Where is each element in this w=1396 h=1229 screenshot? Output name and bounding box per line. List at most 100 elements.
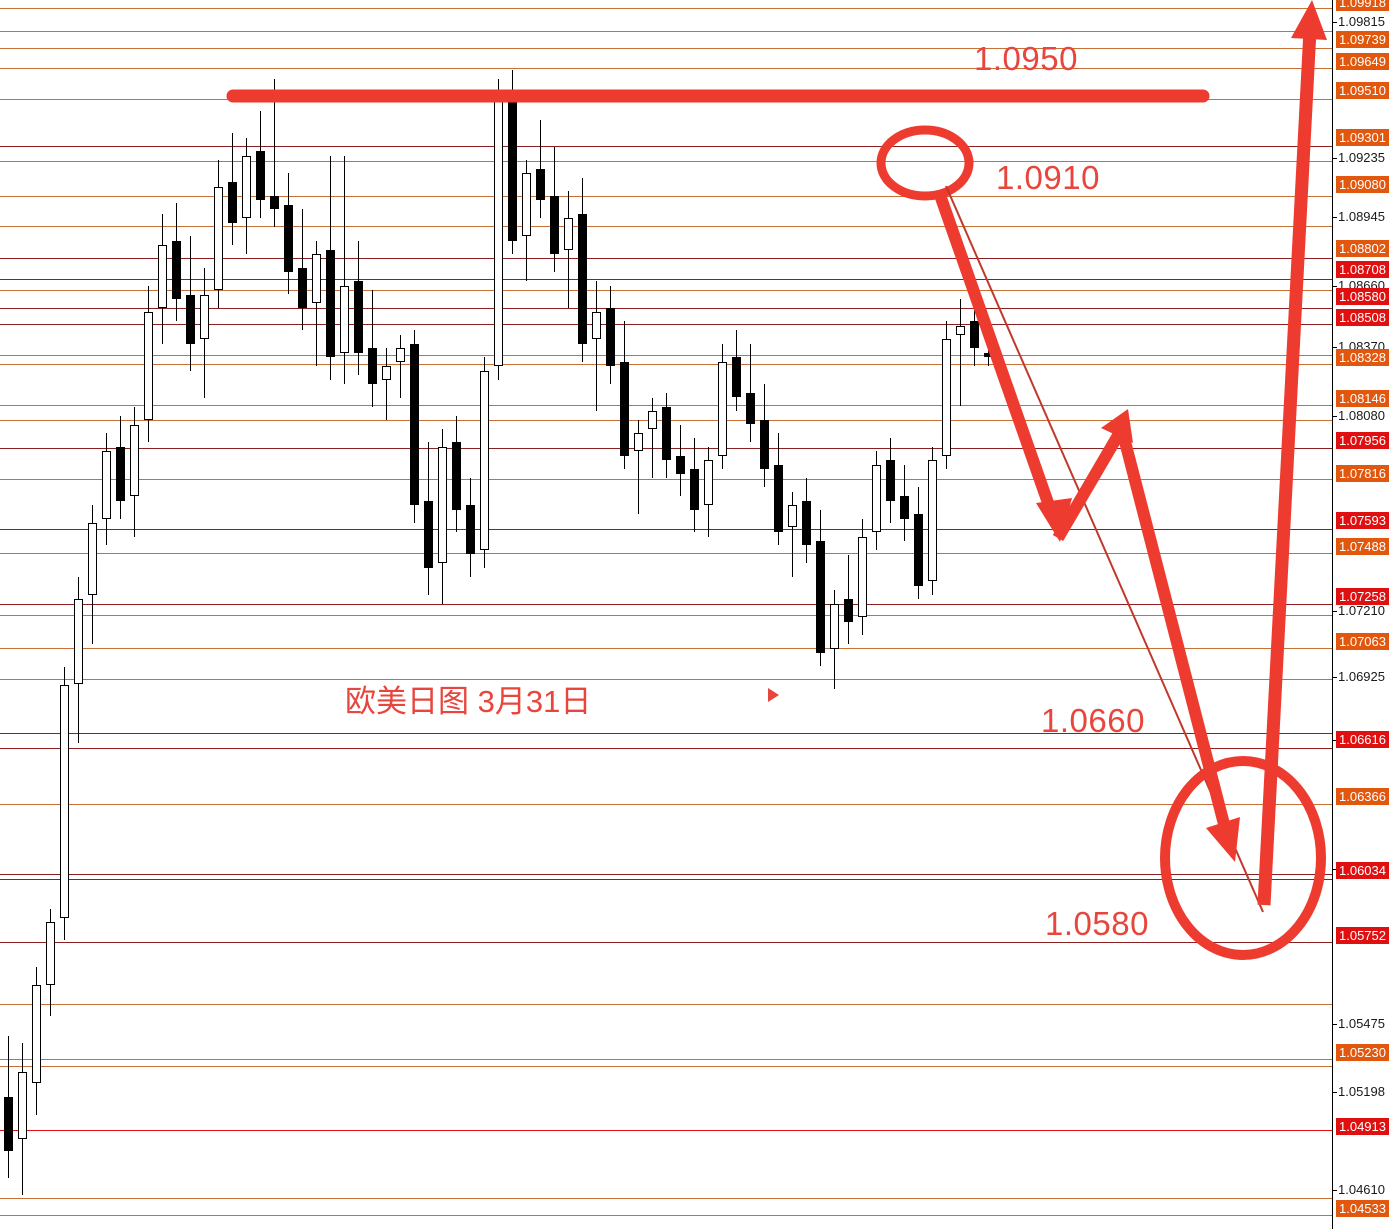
axis-tick-mark <box>1332 611 1337 612</box>
candle-body-up <box>829 603 839 649</box>
candle <box>549 0 559 1229</box>
gridline-1.06925 <box>0 678 1332 680</box>
gridline-1.08328 <box>0 364 1332 366</box>
candle <box>577 0 587 1229</box>
candle-body-up <box>381 366 391 380</box>
price-level-tag[interactable]: 1.07063 <box>1336 633 1389 650</box>
candle <box>17 0 27 1229</box>
candle <box>185 0 195 1229</box>
price-level-tag[interactable]: 1.08708 <box>1336 261 1389 278</box>
candle-body-up <box>857 536 867 618</box>
candle <box>703 0 713 1229</box>
candle <box>31 0 41 1229</box>
price-level-tag[interactable]: 1.09510 <box>1336 82 1389 99</box>
candle-wick <box>959 298 961 407</box>
gridline-1.0523 <box>0 1058 1332 1060</box>
candle <box>101 0 111 1229</box>
candle <box>143 0 153 1229</box>
candle-body-down <box>367 348 377 385</box>
price-level-tag[interactable]: 1.08580 <box>1336 288 1389 305</box>
candle <box>297 0 307 1229</box>
drawn-annotations-layer <box>226 0 1327 960</box>
axis-tick-mark <box>1332 286 1337 287</box>
target-circle-1-0910 <box>876 125 974 201</box>
candle <box>269 0 279 1229</box>
candle-body-down <box>353 281 363 353</box>
candle-wick <box>343 155 345 385</box>
candle-body-down <box>535 168 545 201</box>
candle-body-up <box>787 505 797 528</box>
price-level-tag[interactable]: 1.04913 <box>1336 1118 1389 1135</box>
candle-body-down <box>451 442 461 510</box>
candle-body-up <box>73 599 83 685</box>
price-level-tag[interactable]: 1.09918 <box>1336 0 1389 11</box>
candle-wick <box>595 281 597 411</box>
candle <box>199 0 209 1229</box>
candle-body-up <box>129 424 139 497</box>
candle-body-down <box>269 195 279 210</box>
candle-body-up <box>871 464 881 532</box>
gridline-1.0461 <box>0 1197 1332 1199</box>
axis-tick-mark <box>1332 347 1337 348</box>
price-level-tag[interactable]: 1.09649 <box>1336 53 1389 70</box>
candle-body-up <box>717 361 727 456</box>
price-level-tag[interactable]: 1.05752 <box>1336 927 1389 944</box>
candle-body-down <box>969 321 979 349</box>
candle <box>633 0 643 1229</box>
price-level-tag[interactable]: 1.07488 <box>1336 538 1389 555</box>
candle-body-down <box>731 357 741 398</box>
candle <box>871 0 881 1229</box>
price-level-tag[interactable]: 1.07258 <box>1336 588 1389 605</box>
target-ellipse-lower <box>1160 756 1326 960</box>
axis-tick-label: 1.09235 <box>1338 150 1385 165</box>
candle-body-up <box>17 1072 27 1140</box>
price-level-tag[interactable]: 1.07593 <box>1336 512 1389 529</box>
candle-body-down <box>815 541 825 654</box>
candle <box>87 0 97 1229</box>
candle <box>395 0 405 1229</box>
candle-body-up <box>521 173 531 237</box>
candle-body-down <box>3 1096 13 1151</box>
price-level-tag[interactable]: 1.05230 <box>1336 1044 1389 1061</box>
candle <box>283 0 293 1229</box>
gridline-1.06616 <box>0 748 1332 750</box>
candle-wick <box>791 491 793 577</box>
candle-body-down <box>185 294 195 344</box>
gridline-1.04913 <box>0 1129 1332 1131</box>
candle <box>409 0 419 1229</box>
candle-body-down <box>675 455 685 474</box>
price-chart-plot-area[interactable]: 1.0950 1.0910 1.0660 1.0580 欧美日图 3月31日 <box>0 0 1332 1229</box>
candle-body-down <box>773 464 783 532</box>
price-level-tag[interactable]: 1.06034 <box>1336 862 1389 879</box>
gridline-1.07063 <box>0 647 1332 649</box>
price-level-tag[interactable]: 1.08508 <box>1336 309 1389 326</box>
candle-body-down <box>885 460 895 501</box>
price-level-tag[interactable]: 1.06366 <box>1336 788 1389 805</box>
play-triangle-icon <box>768 688 779 702</box>
axis-tick-mark <box>1332 677 1337 678</box>
price-level-tag[interactable]: 1.04533 <box>1336 1200 1389 1217</box>
price-level-tag[interactable]: 1.07816 <box>1336 465 1389 482</box>
candle-body-down <box>325 249 335 358</box>
price-level-tag[interactable]: 1.08802 <box>1336 240 1389 257</box>
annotation-target-1-0580: 1.0580 <box>1045 905 1149 942</box>
gridline-1.06034 <box>0 878 1332 880</box>
candle-body-down <box>409 343 419 506</box>
price-level-tag[interactable]: 1.06616 <box>1336 731 1389 748</box>
axis-tick-mark <box>1332 869 1337 870</box>
candle <box>955 0 965 1229</box>
candle <box>129 0 139 1229</box>
price-level-tag[interactable]: 1.08328 <box>1336 349 1389 366</box>
price-level-tag[interactable]: 1.09739 <box>1336 31 1389 48</box>
price-level-tag[interactable]: 1.08146 <box>1336 390 1389 407</box>
candle-body-up <box>213 186 223 290</box>
candle-body-up <box>87 523 97 595</box>
price-level-tag[interactable]: 1.09080 <box>1336 176 1389 193</box>
candle-body-down <box>297 267 307 308</box>
price-axis[interactable]: 1.09815 1.09235 1.08945 1.08660 1.08370 1.080… <box>1332 0 1396 1229</box>
price-level-tag[interactable]: 1.09301 <box>1336 129 1389 146</box>
price-level-tag[interactable]: 1.07956 <box>1336 432 1389 449</box>
axis-tick-mark <box>1332 740 1337 741</box>
axis-tick-label: 1.08945 <box>1338 209 1385 224</box>
candle-body-down <box>745 393 755 425</box>
